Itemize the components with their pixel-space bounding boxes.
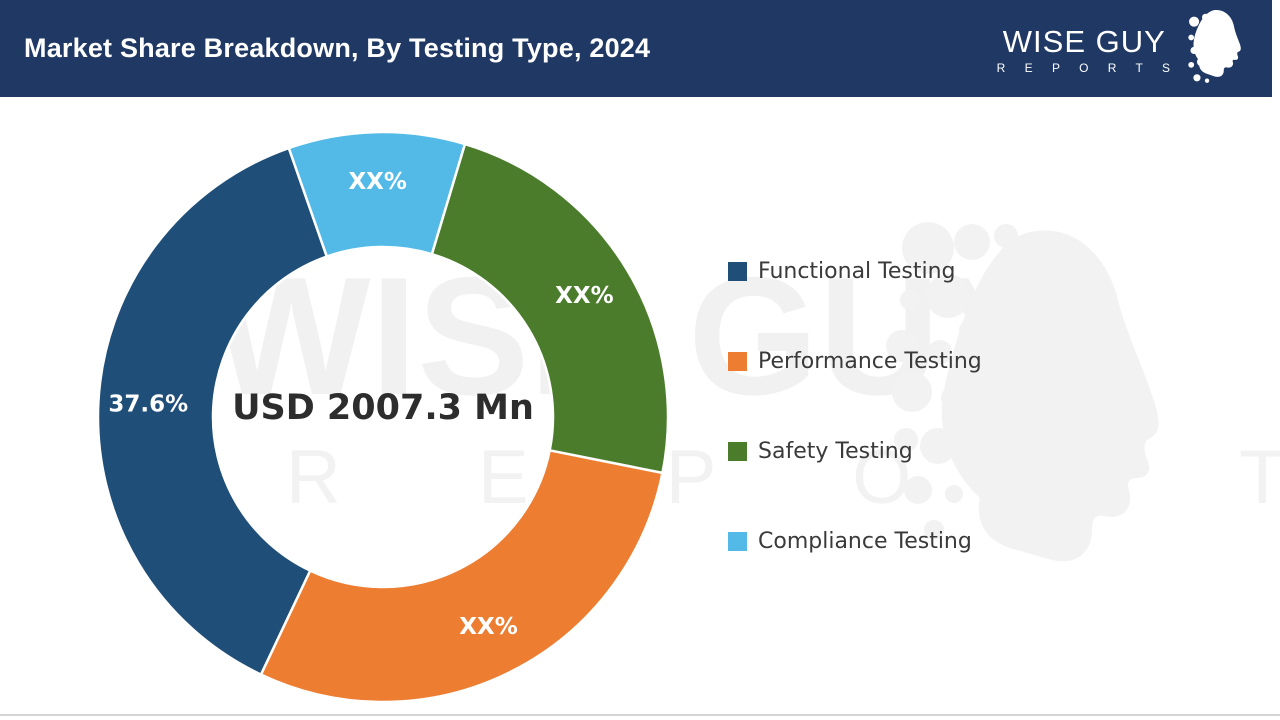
donut-segment-functional-testing <box>96 146 329 676</box>
legend-swatch-functional-testing <box>728 261 747 281</box>
chart-center-value: USD 2007.3 Mn <box>232 388 534 428</box>
logo-wordmark: WISE GUY R E P O R T S <box>991 26 1178 75</box>
slice-pct-label-safety-testing: XX% <box>555 283 614 309</box>
logo-line1: WISE GUY <box>1002 24 1166 59</box>
legend-label: Safety Testing <box>758 438 913 464</box>
legend-label: Functional Testing <box>758 258 956 284</box>
legend-item-compliance-testing: Compliance Testing <box>728 527 972 555</box>
donut-segment-compliance-testing <box>287 130 467 258</box>
legend-label: Performance Testing <box>758 348 982 374</box>
donut-segment-performance-testing <box>259 449 664 704</box>
legend-label: Compliance Testing <box>758 528 972 554</box>
legend-item-functional-testing: Functional Testing <box>728 257 956 285</box>
page-title: Market Share Breakdown, By Testing Type,… <box>24 33 651 63</box>
legend-item-performance-testing: Performance Testing <box>728 347 982 375</box>
logo-line2: R E P O R T S <box>996 61 1178 75</box>
header-bar: Market Share Breakdown, By Testing Type,… <box>0 0 1272 97</box>
legend-item-safety-testing: Safety Testing <box>728 437 913 465</box>
legend-swatch-performance-testing <box>728 351 747 371</box>
logo-head-icon <box>1188 9 1241 83</box>
legend-swatch-compliance-testing <box>728 531 747 551</box>
wise-guy-reports-logo: WISE GUY R E P O R T S <box>991 0 1256 97</box>
slice-pct-label-functional-testing: 37.6% <box>108 392 188 418</box>
legend-swatch-safety-testing <box>728 441 747 461</box>
slice-pct-label-compliance-testing: XX% <box>348 169 407 195</box>
slice-pct-label-performance-testing: XX% <box>459 614 518 640</box>
bottom-divider <box>0 714 1280 716</box>
donut-segment-safety-testing <box>430 142 670 475</box>
